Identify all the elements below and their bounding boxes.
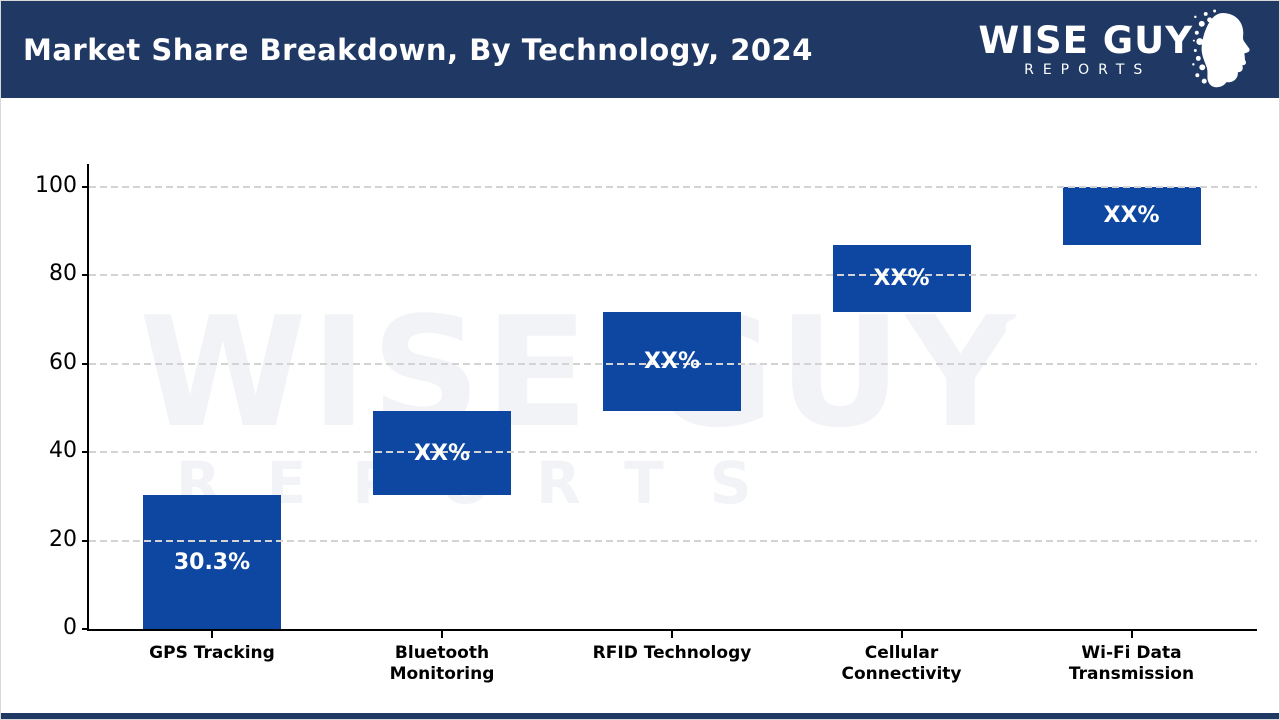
x-tick-mark [900, 631, 903, 638]
y-tick-mark [82, 539, 89, 542]
y-tick-label: 40 [49, 438, 77, 464]
x-tick-mark [1130, 631, 1133, 638]
y-tick-mark [82, 186, 89, 188]
y-tick-mark [82, 628, 89, 630]
gridline [89, 451, 1257, 454]
x-tick-mark [211, 631, 213, 638]
x-tick-label: GPS Tracking [149, 643, 275, 663]
bar-gps-tracking [143, 495, 281, 629]
bar-value-label: XX% [644, 349, 700, 375]
gridline [89, 539, 1257, 542]
x-tick-label: Wi-Fi Data Transmission [1068, 643, 1195, 684]
x-tick-mark [671, 631, 673, 638]
brand-name: WISE GUY [978, 19, 1193, 62]
y-tick-mark [82, 362, 89, 365]
bar-wi-fi-data-transmission [1062, 187, 1201, 245]
gridline [89, 362, 1257, 365]
header: Market Share Breakdown, By Technology, 2… [1, 1, 1279, 98]
y-tick-label: 20 [49, 526, 77, 552]
watermark-brand-text: WISE GUY [139, 284, 1020, 461]
brand-logo-text: WISE GUY REPORTS [978, 22, 1193, 77]
y-axis-line [87, 164, 89, 631]
brand-logo: WISE GUY REPORTS [978, 8, 1259, 92]
x-tick-mark [441, 631, 443, 638]
x-tick-label: Bluetooth Monitoring [389, 643, 495, 684]
gridline [89, 274, 1257, 277]
page-title: Market Share Breakdown, By Technology, 2… [23, 32, 813, 67]
y-tick-mark [82, 451, 89, 454]
bar-value-label: XX% [873, 265, 930, 291]
y-tick-label: 0 [63, 615, 77, 640]
gridline [89, 186, 1257, 188]
bar-cellular-connectivity [832, 244, 971, 313]
head-profile-dots-icon [1192, 8, 1250, 87]
y-tick-mark [82, 274, 89, 277]
bar-value-label: XX% [414, 440, 470, 466]
x-tick-label: Cellular Connectivity [841, 643, 962, 684]
bar-value-label: 30.3% [173, 549, 251, 575]
y-tick-label: 100 [35, 173, 77, 198]
y-tick-label: 80 [49, 261, 77, 287]
bar-rfid-technology [603, 312, 741, 412]
x-tick-label: RFID Technology [592, 643, 752, 663]
bar-value-label: XX% [1103, 203, 1160, 229]
y-tick-label: 60 [49, 349, 77, 375]
brand-subname: REPORTS [1024, 62, 1152, 78]
footer-bar [1, 713, 1279, 719]
x-axis-line [87, 629, 1257, 631]
watermark-head-profile-dots-icon [993, 229, 1238, 559]
